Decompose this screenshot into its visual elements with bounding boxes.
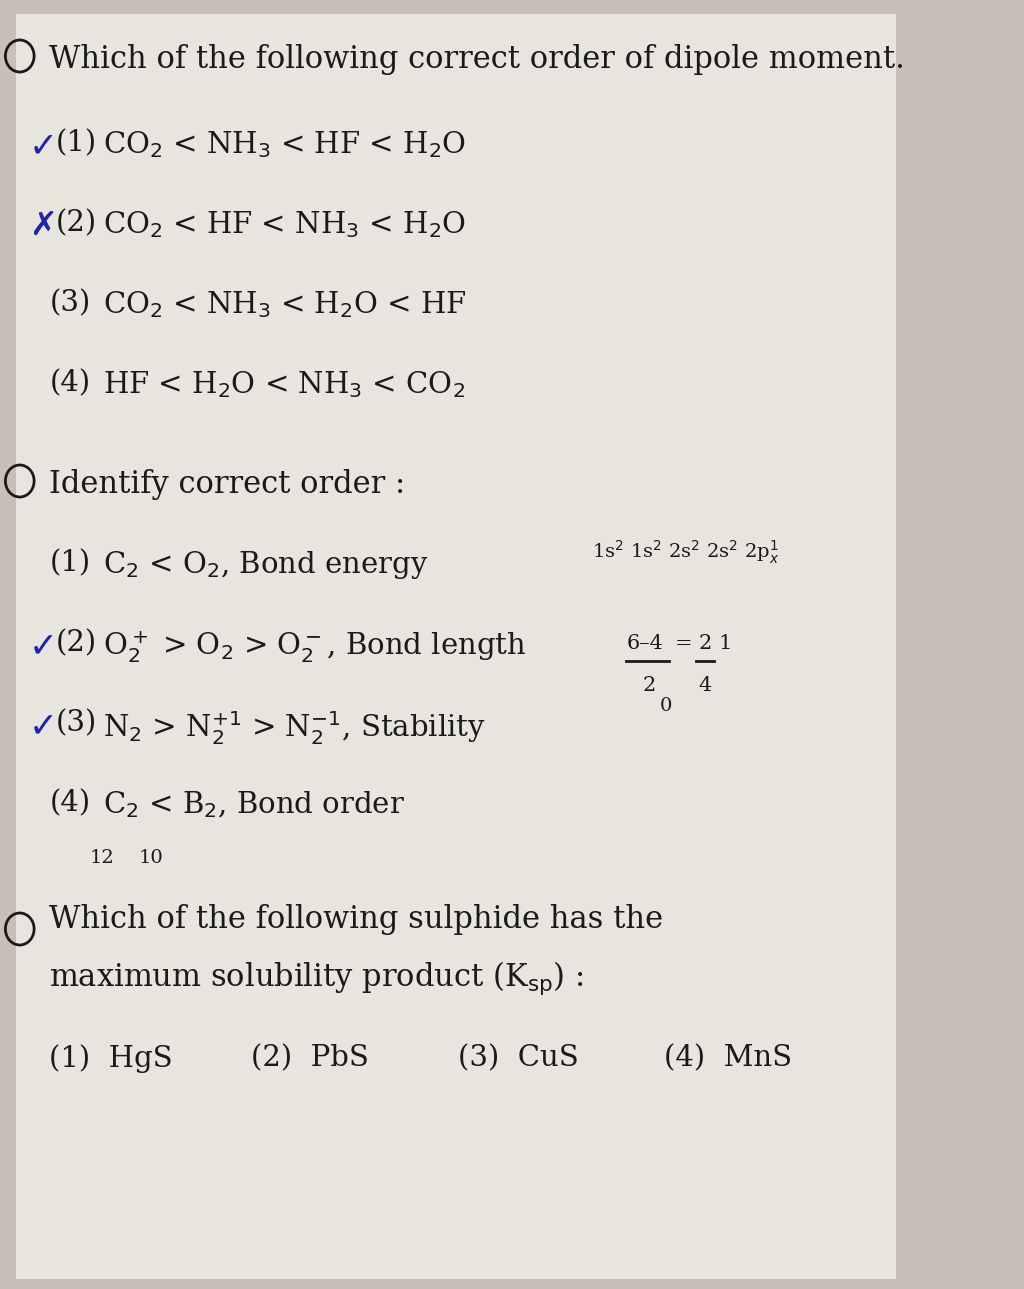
FancyBboxPatch shape — [16, 14, 896, 1279]
Text: HF < H$_2$O < NH$_3$ < CO$_2$: HF < H$_2$O < NH$_3$ < CO$_2$ — [103, 369, 465, 400]
Text: Which of the following correct order of dipole moment.: Which of the following correct order of … — [49, 44, 905, 75]
Text: (3)  CuS: (3) CuS — [458, 1044, 579, 1072]
Text: (2): (2) — [55, 629, 97, 657]
Text: ✓: ✓ — [29, 129, 57, 162]
Text: CO$_2$ < NH$_3$ < H$_2$O < HF: CO$_2$ < NH$_3$ < H$_2$O < HF — [103, 289, 467, 320]
Text: CO$_2$ < NH$_3$ < HF < H$_2$O: CO$_2$ < NH$_3$ < HF < H$_2$O — [103, 129, 467, 160]
Text: O$_2^+$ > O$_2$ > O$_2^-$, Bond length: O$_2^+$ > O$_2$ > O$_2^-$, Bond length — [103, 629, 526, 665]
Text: (4): (4) — [49, 789, 90, 817]
Text: CO$_2$ < HF < NH$_3$ < H$_2$O: CO$_2$ < HF < NH$_3$ < H$_2$O — [103, 209, 467, 240]
Text: (1)  HgS: (1) HgS — [49, 1044, 173, 1072]
Text: C$_2$ < B$_2$, Bond order: C$_2$ < B$_2$, Bond order — [103, 789, 406, 820]
Text: Which of the following sulphide has the: Which of the following sulphide has the — [49, 904, 664, 935]
Text: (4)  MnS: (4) MnS — [665, 1044, 793, 1072]
Text: ✗: ✗ — [29, 209, 56, 242]
Text: N$_2$ > N$_2^{+1}$ > N$_2^{-1}$, Stability: N$_2$ > N$_2^{+1}$ > N$_2^{-1}$, Stabili… — [103, 709, 486, 746]
Text: =: = — [675, 634, 692, 654]
Text: (4): (4) — [49, 369, 90, 397]
Text: (1): (1) — [49, 549, 90, 577]
Text: 1s$^2$ 1s$^2$ 2s$^2$ 2s$^2$ 2p$_x^1$: 1s$^2$ 1s$^2$ 2s$^2$ 2s$^2$ 2p$_x^1$ — [593, 539, 780, 566]
Text: (2): (2) — [55, 209, 97, 237]
Text: ✓: ✓ — [29, 709, 57, 742]
Text: ✓: ✓ — [29, 629, 57, 663]
Text: 1: 1 — [718, 634, 731, 654]
Text: maximum solubility product (K$_{\rm sp}$) :: maximum solubility product (K$_{\rm sp}$… — [49, 959, 584, 996]
Text: (1): (1) — [55, 129, 97, 157]
Text: 4: 4 — [698, 675, 712, 695]
Text: 0: 0 — [659, 697, 672, 715]
Text: 2: 2 — [698, 634, 712, 654]
Text: 6–4: 6–4 — [627, 634, 664, 654]
Text: (2)  PbS: (2) PbS — [251, 1044, 370, 1072]
Text: (3): (3) — [49, 289, 90, 317]
Text: 2: 2 — [643, 675, 656, 695]
Text: 10: 10 — [139, 849, 164, 867]
Text: 12: 12 — [90, 849, 115, 867]
Text: C$_2$ < O$_2$, Bond energy: C$_2$ < O$_2$, Bond energy — [103, 549, 429, 581]
Text: Identify correct order :: Identify correct order : — [49, 469, 406, 500]
Text: (3): (3) — [55, 709, 97, 737]
